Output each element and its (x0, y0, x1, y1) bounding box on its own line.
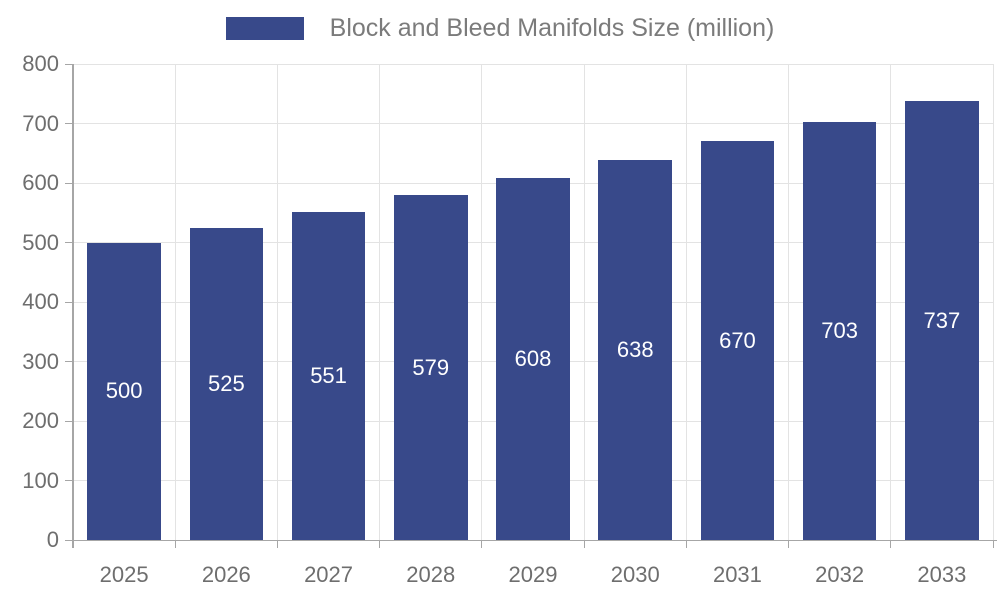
bar-value-label: 638 (616, 337, 654, 363)
legend-swatch[interactable] (225, 17, 304, 40)
x-tick-mark (890, 540, 892, 548)
x-tick-mark (174, 540, 176, 548)
x-axis-line (65, 539, 997, 541)
x-gridline (481, 64, 483, 540)
x-gridline (788, 64, 790, 540)
x-gridline (379, 64, 381, 540)
bar[interactable] (598, 160, 673, 540)
x-gridline (174, 64, 176, 540)
legend[interactable]: Block and Bleed Manifolds Size (million) (0, 14, 1000, 43)
x-tick-mark (992, 540, 994, 548)
x-gridline (276, 64, 278, 540)
x-axis-tick-label: 2028 (406, 562, 456, 587)
bar[interactable] (393, 195, 468, 540)
legend-label: Block and Bleed Manifolds Size (million) (329, 14, 775, 42)
bar-value-label: 737 (923, 307, 961, 333)
x-axis-tick-label: 2025 (99, 562, 149, 587)
y-tick-mark (65, 420, 73, 422)
x-axis-tick-label: 2031 (712, 562, 762, 587)
x-gridline (890, 64, 892, 540)
x-axis-tick-label: 2026 (201, 562, 251, 587)
y-tick-mark (65, 301, 73, 303)
x-axis-tick-label: 2030 (610, 562, 660, 587)
y-axis-tick-label: 400 (22, 289, 59, 314)
y-axis-tick-label: 200 (22, 408, 59, 433)
bar-value-label: 579 (412, 354, 450, 380)
bar-value-label: 500 (105, 378, 143, 404)
y-axis-tick-label: 500 (22, 229, 59, 255)
x-axis-tick-label: 2027 (304, 562, 354, 587)
x-tick-mark (583, 540, 585, 548)
y-axis-tick-label: 100 (22, 467, 59, 493)
y-axis-tick-label: 300 (22, 348, 59, 374)
x-gridline (685, 64, 687, 540)
x-tick-mark (276, 540, 278, 548)
y-tick-mark (65, 63, 73, 65)
x-axis-tick-label: 2029 (508, 562, 558, 587)
bar-value-label: 551 (310, 363, 347, 389)
y-axis-tick-label: 0 (46, 527, 59, 552)
y-axis-tick-label: 800 (22, 51, 59, 76)
x-gridline (583, 64, 585, 540)
x-tick-mark (72, 540, 74, 548)
y-axis-line (72, 64, 74, 548)
bar-value-label: 703 (821, 317, 859, 343)
bar[interactable] (87, 242, 161, 540)
y-tick-mark (65, 480, 73, 481)
bar[interactable] (802, 121, 877, 540)
x-tick-mark (788, 540, 790, 548)
y-tick-mark (65, 361, 73, 362)
y-axis-tick-label: 700 (22, 110, 59, 136)
y-tick-mark (65, 182, 73, 184)
y-gridline (73, 63, 993, 65)
bar[interactable] (291, 212, 366, 540)
x-axis-tick-label: 2033 (917, 562, 967, 587)
y-tick-mark (65, 242, 73, 243)
x-tick-mark (685, 540, 687, 548)
bar[interactable] (700, 141, 775, 540)
y-gridline (73, 123, 993, 124)
bar-value-label: 608 (514, 346, 552, 372)
bar[interactable] (905, 101, 979, 540)
x-tick-mark (379, 540, 381, 548)
x-gridline (992, 64, 994, 540)
y-tick-mark (65, 123, 73, 124)
bar[interactable] (496, 178, 570, 540)
bar[interactable] (189, 227, 264, 540)
x-tick-mark (481, 540, 483, 548)
bar-value-label: 525 (207, 370, 245, 396)
y-axis-tick-label: 600 (22, 170, 59, 195)
bar-value-label: 670 (719, 327, 756, 353)
x-axis-tick-label: 2032 (815, 562, 865, 587)
